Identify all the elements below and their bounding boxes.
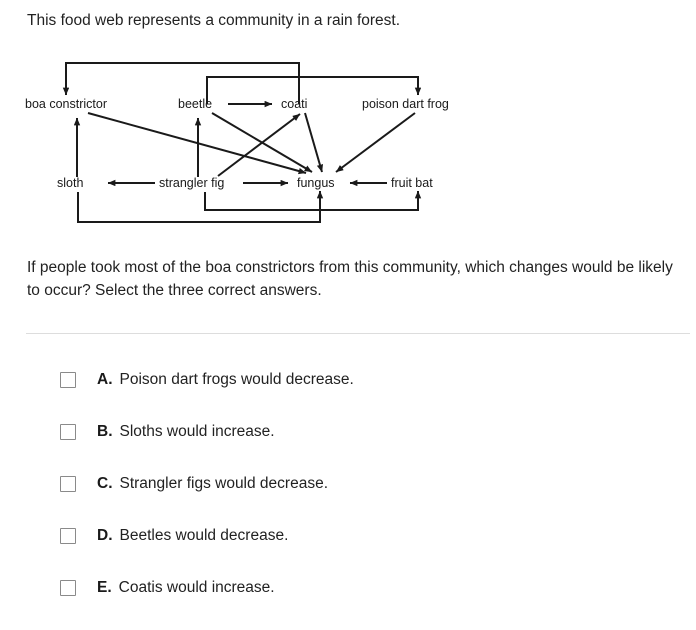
node-label-poison-dart-frog: poison dart frog: [362, 97, 449, 111]
node-label-fungus: fungus: [297, 176, 335, 190]
edge-boa-to-fungus: [87, 112, 307, 175]
checkbox-option-e[interactable]: [60, 580, 76, 596]
option-row-d[interactable]: D. Beetles would decrease.: [60, 518, 660, 554]
stem-text: This food web represents a community in …: [27, 12, 401, 29]
node-label-coati: coati: [281, 97, 307, 111]
option-letter-a: A.: [97, 371, 113, 388]
option-row-a[interactable]: A. Poison dart frogs would decrease.: [60, 362, 660, 398]
edge-frog-to-fungus: [335, 112, 416, 173]
checkbox-option-b[interactable]: [60, 424, 76, 440]
option-letter-e: E.: [97, 579, 112, 596]
section-divider: [26, 333, 690, 334]
checkbox-option-a[interactable]: [60, 372, 76, 388]
edge-fig-to-fruitbat: [204, 190, 422, 211]
edge-coati-to-fungus: [304, 112, 324, 173]
option-letter-d: D.: [97, 527, 113, 544]
option-text-c: Strangler figs would decrease.: [119, 475, 329, 492]
node-label-beetle: beetle: [178, 97, 212, 111]
option-row-c[interactable]: C. Strangler figs would decrease.: [60, 466, 660, 502]
edge-fig-to-coati: [217, 113, 301, 177]
answer-options-list: A. Poison dart frogs would decrease. B. …: [60, 362, 660, 622]
node-label-strangler-fig: strangler fig: [159, 176, 224, 190]
food-web-diagram: boa constrictor beetle coati poison dart…: [0, 55, 500, 235]
option-text-a: Poison dart frogs would decrease.: [119, 371, 354, 388]
option-text-d: Beetles would decrease.: [119, 527, 289, 544]
food-web-svg: boa constrictor beetle coati poison dart…: [25, 62, 449, 223]
question-prompt: If people took most of the boa constrict…: [27, 259, 673, 299]
option-letter-b: B.: [97, 423, 113, 440]
node-label-boa-constrictor: boa constrictor: [25, 97, 107, 111]
option-text-b: Sloths would increase.: [119, 423, 275, 440]
option-row-e[interactable]: E. Coatis would increase.: [60, 570, 660, 606]
option-text-e: Coatis would increase.: [118, 579, 275, 596]
checkbox-option-d[interactable]: [60, 528, 76, 544]
node-label-fruit-bat: fruit bat: [391, 176, 433, 190]
checkbox-option-c[interactable]: [60, 476, 76, 492]
option-row-b[interactable]: B. Sloths would increase.: [60, 414, 660, 450]
node-label-sloth: sloth: [57, 176, 83, 190]
edge-beetle-to-frog: [206, 76, 422, 104]
edge-sloth-to-fungus: [77, 190, 324, 223]
option-letter-c: C.: [97, 475, 113, 492]
edge-coati-to-boa: [62, 62, 300, 104]
